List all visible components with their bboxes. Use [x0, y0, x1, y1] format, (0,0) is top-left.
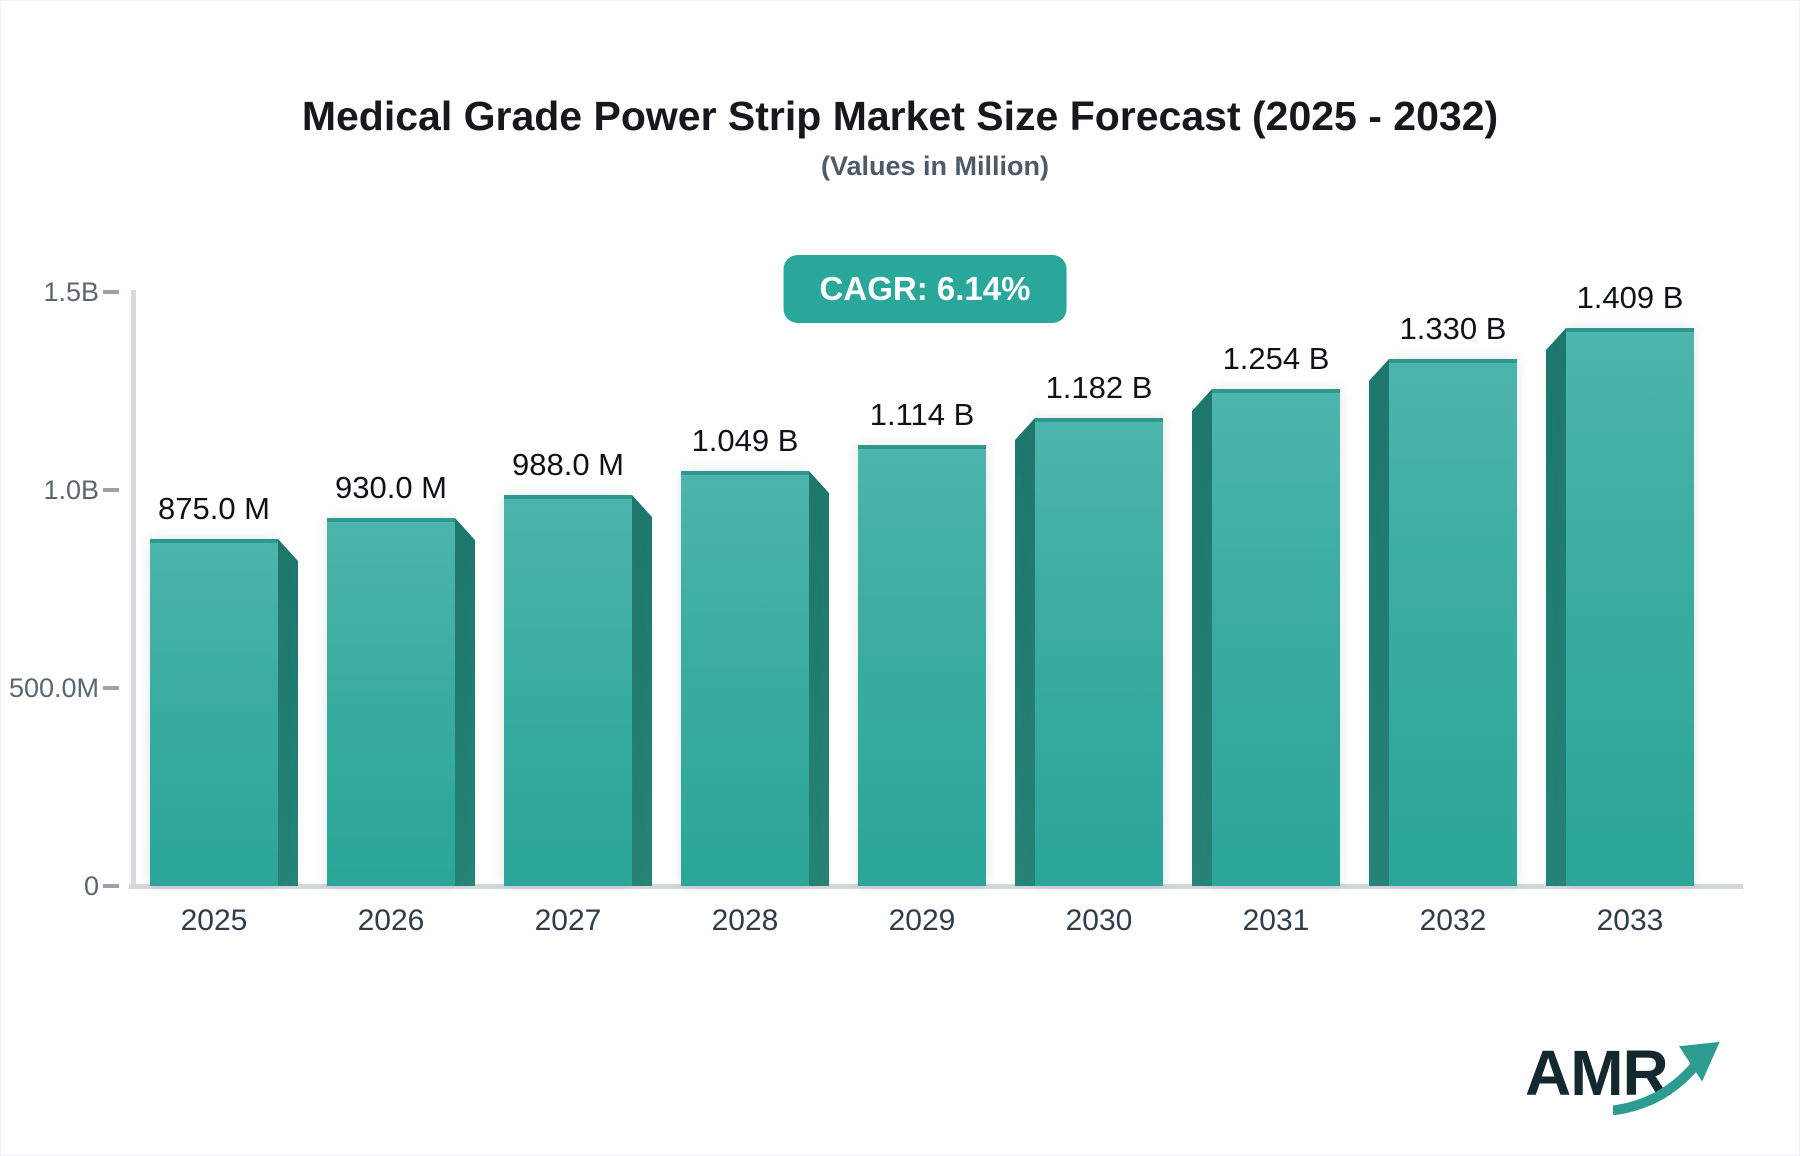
amr-logo: AMR: [1525, 1035, 1735, 1125]
growth-arrow-icon: [1613, 1041, 1720, 1115]
y-axis-tick-label: 1.5B: [43, 277, 99, 307]
bar-value-label-2026: 930.0 M: [334, 470, 447, 505]
y-axis-tick-label: 500.0M: [8, 673, 99, 703]
x-axis-label-2029: 2029: [888, 904, 956, 937]
x-axis-label-2026: 2026: [357, 904, 425, 937]
bar-value-label-2029: 1.114 B: [869, 397, 975, 432]
bar-2033: [1566, 328, 1694, 886]
bar-2032: [1389, 359, 1517, 886]
bar-value-label-2032: 1.330 B: [1399, 311, 1507, 346]
bar-side-face-2033: [1546, 328, 1566, 886]
y-axis-tick: [103, 488, 119, 492]
y-axis-tick: [103, 290, 119, 294]
bar-value-label-2033: 1.409 B: [1576, 280, 1684, 315]
bar-value-label-2025: 875.0 M: [157, 491, 270, 526]
x-axis-label-2033: 2033: [1596, 904, 1664, 937]
bar-side-face-2030: [1015, 418, 1035, 886]
bar-value-label-2031: 1.254 B: [1222, 341, 1330, 376]
amr-logo-text: AMR: [1525, 1037, 1669, 1109]
bar-value-label-2027: 988.0 M: [511, 447, 624, 482]
bar-2028: [681, 471, 809, 886]
bar-value-label-2030: 1.182 B: [1045, 370, 1153, 405]
x-axis-label-2032: 2032: [1419, 904, 1487, 937]
x-axis-label-2025: 2025: [180, 904, 248, 937]
bar-value-label-2028: 1.049 B: [691, 423, 799, 458]
x-axis-label-2031: 2031: [1242, 904, 1310, 937]
bar-2027: [504, 495, 632, 886]
y-axis-tick: [103, 686, 119, 690]
bar-side-face-2028: [809, 471, 829, 886]
x-axis-label-2030: 2030: [1065, 904, 1133, 937]
bar-side-face-2031: [1192, 389, 1212, 886]
x-axis-label-2028: 2028: [711, 904, 779, 937]
x-axis-line: [129, 884, 1743, 889]
bar-2025: [150, 539, 278, 886]
y-axis-line: [131, 290, 136, 886]
bar-side-face-2026: [455, 518, 475, 886]
bar-side-face-2025: [278, 539, 298, 886]
bar-side-face-2027: [632, 495, 652, 886]
y-axis-tick: [103, 884, 119, 888]
bar-side-face-2032: [1369, 359, 1389, 886]
chart-subtitle: (Values in Million): [820, 151, 1050, 181]
bar-2030: [1035, 418, 1163, 886]
y-axis-tick-label: 0: [83, 871, 99, 901]
bar-2026: [327, 518, 455, 886]
bar-2031: [1212, 389, 1340, 886]
cagr-badge: CAGR: 6.14%: [783, 255, 1067, 323]
bar-2029: [858, 445, 986, 886]
x-axis-label-2027: 2027: [534, 904, 602, 937]
y-axis-tick-label: 1.0B: [43, 475, 99, 505]
chart-title: Medical Grade Power Strip Market Size Fo…: [301, 93, 1499, 139]
